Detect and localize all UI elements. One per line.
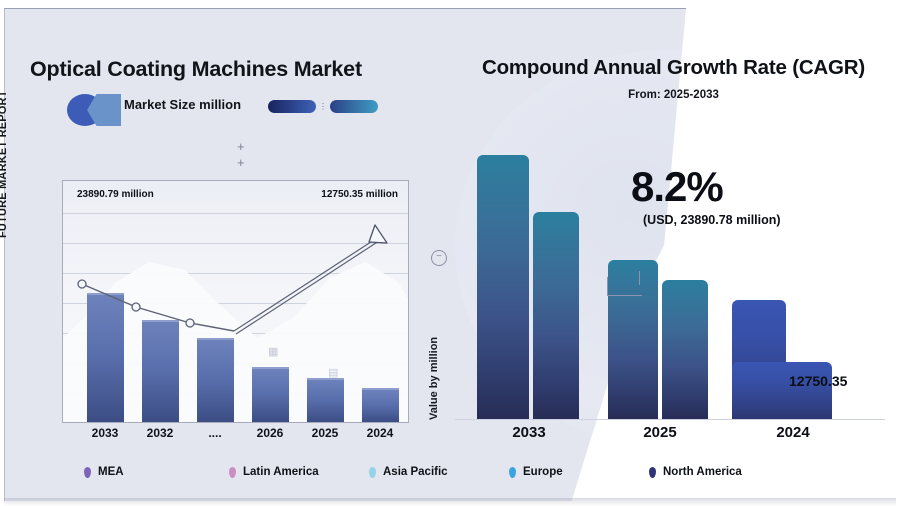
- gridline: [63, 303, 408, 304]
- legend-item-north-america[interactable]: North America: [649, 466, 742, 478]
- xtick-2033: 2033: [91, 426, 119, 440]
- legend-item-asia-pacific[interactable]: Asia Pacific: [369, 466, 448, 478]
- left-panel-title: Optical Coating Machines Market: [30, 57, 362, 81]
- bar-2025-secondary: [662, 280, 708, 420]
- bar-2024: [362, 388, 399, 422]
- legend-label: North America: [663, 466, 742, 478]
- cagr-note: (USD, 23890.78 million): [643, 213, 781, 227]
- left-chart-end-label: 12750.35 million: [321, 189, 398, 200]
- xtick-2024: 2024: [366, 426, 394, 440]
- corner-bracket-icon: [607, 277, 642, 296]
- right-bar-chart: [455, 130, 885, 420]
- market-size-label: Market Size million: [124, 97, 242, 112]
- legend-item-europe[interactable]: Europe: [509, 466, 563, 478]
- chart-legend: MEA Latin America Asia Pacific Europe No…: [84, 466, 804, 486]
- xtick-r-2024: 2024: [776, 424, 810, 441]
- right-chart-y-axis-label: Value by million: [428, 336, 440, 420]
- left-bar-chart: 23890.79 million 12750.35 million ▦ ▤: [62, 180, 409, 423]
- plus-decoration-icon: + +: [237, 139, 245, 170]
- legend-pill-secondary: [330, 100, 378, 113]
- xtick-2025: 2025: [311, 426, 339, 440]
- xtick-r-2033: 2033: [512, 424, 546, 441]
- legend-label: MEA: [98, 466, 124, 478]
- legend-item-latin-america[interactable]: Latin America: [229, 466, 319, 478]
- bar-2033-primary: [477, 155, 529, 420]
- legend-label: Latin America: [243, 466, 319, 478]
- gridline: [63, 213, 408, 214]
- panel-bottom-shadow: [4, 498, 896, 506]
- xtick-2032: 2032: [146, 426, 174, 440]
- background-white-block: [640, 0, 900, 506]
- bar-ellipsis: [197, 338, 234, 422]
- small-doc-icon: ▦: [268, 346, 279, 358]
- legend-dot-icon: [229, 466, 236, 478]
- bar-2032: [142, 320, 179, 422]
- right-chart-value-label: 12750.35: [789, 373, 848, 389]
- legend-dot-icon: [369, 466, 376, 478]
- gridline: [63, 273, 408, 274]
- left-chart-x-axis: 2033 2032 .... 2026 2025 2024: [62, 426, 407, 442]
- legend-dot-icon: [649, 466, 656, 478]
- right-chart-x-axis: 2033 2025 2024: [455, 424, 885, 444]
- corner-tick-icon: [639, 271, 640, 285]
- bar-2026: [252, 367, 289, 422]
- trend-overlay: [77, 224, 388, 335]
- xtick-r-2025: 2025: [643, 424, 677, 441]
- right-panel-title: Compound Annual Growth Rate (CAGR): [481, 56, 866, 79]
- legend-pill-group: ⋮: [268, 100, 378, 113]
- legend-item-mea[interactable]: MEA: [84, 466, 124, 478]
- left-chart-y-axis-label: FUTURE MARKET REPORT: [0, 90, 9, 238]
- right-chart-baseline: [455, 419, 885, 420]
- minus-circle-icon: −: [431, 250, 447, 266]
- legend-label: Asia Pacific: [383, 466, 448, 478]
- bar-2024-secondary: [732, 362, 832, 420]
- small-chart-icon: ▤: [328, 367, 339, 379]
- gridline: [63, 243, 408, 244]
- legend-pill-primary: [268, 100, 316, 113]
- bar-2025: [307, 378, 344, 422]
- left-chart-start-label: 23890.79 million: [77, 189, 154, 200]
- bar-2025-primary: [608, 260, 658, 420]
- bar-2033-secondary: [533, 212, 579, 420]
- cagr-value: 8.2%: [631, 163, 724, 210]
- xtick-ellipsis: ....: [208, 426, 222, 440]
- legend-dot-icon: [84, 466, 91, 478]
- legend-label: Europe: [523, 466, 563, 478]
- bar-2033: [87, 293, 124, 422]
- xtick-2026: 2026: [256, 426, 284, 440]
- legend-pill-separator: ⋮: [319, 101, 327, 111]
- legend-dot-icon: [509, 466, 516, 478]
- right-panel-subtitle: From: 2025-2033: [628, 89, 719, 101]
- brand-logo-icon: [67, 94, 125, 126]
